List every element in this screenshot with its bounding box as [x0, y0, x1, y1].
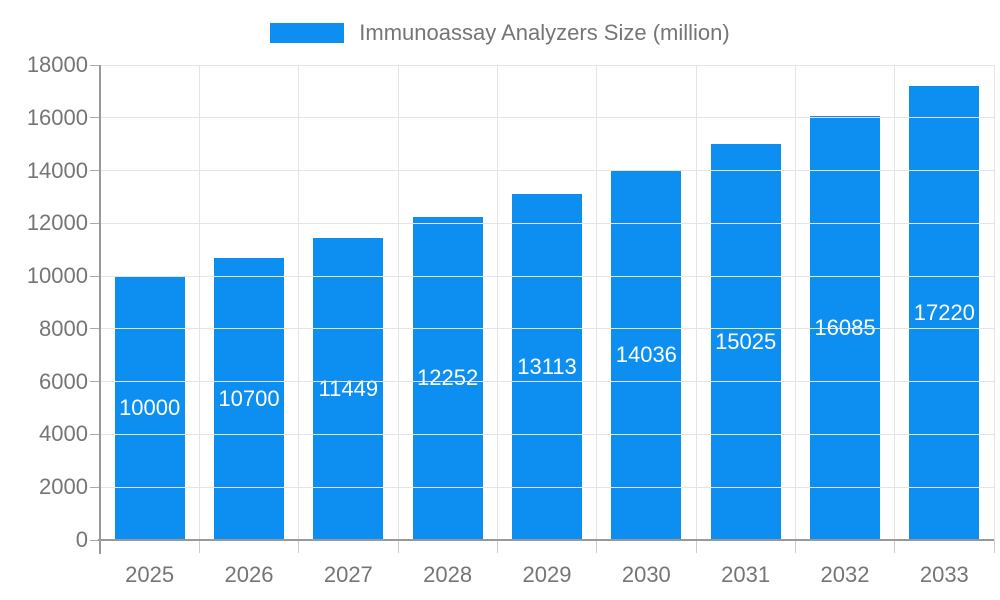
legend-item[interactable]: Immunoassay Analyzers Size (million) — [0, 20, 1000, 46]
x-axis-tick — [198, 540, 200, 553]
y-axis-tick — [90, 64, 100, 66]
gridline-vertical — [993, 65, 995, 540]
x-tick-label: 2025 — [125, 562, 175, 587]
bar-2031[interactable]: 15025 — [710, 143, 781, 540]
x-tick-label: 2029 — [522, 562, 572, 587]
bar-value-label: 14036 — [615, 341, 677, 367]
gridline-horizontal — [100, 222, 994, 224]
plot-area: 10000 10700 11449 12252 13113 14036 15025 16085… — [100, 65, 994, 540]
x-tick-label: 2028 — [423, 562, 473, 587]
y-axis-tick — [90, 328, 100, 330]
y-axis-line — [99, 65, 101, 554]
gridline-horizontal — [100, 381, 994, 383]
gridline-vertical — [397, 65, 399, 540]
y-tick-label: 16000 — [26, 104, 88, 130]
bar-value-label: 10000 — [119, 395, 181, 421]
bar-2026[interactable]: 10700 — [214, 257, 284, 540]
gridline-horizontal — [100, 486, 994, 488]
gridline-vertical — [695, 65, 697, 540]
gridline-vertical — [596, 65, 598, 540]
gridline-vertical — [496, 65, 498, 540]
gridline-horizontal — [100, 328, 994, 330]
x-axis-tick — [397, 540, 399, 553]
gridline-vertical — [198, 65, 200, 540]
gridline-horizontal — [100, 275, 994, 277]
bar-value-label: 17220 — [913, 299, 975, 325]
bar-value-label: 11449 — [318, 375, 379, 401]
y-tick-label: 0 — [75, 527, 88, 552]
bar-value-label: 10700 — [218, 385, 280, 411]
y-axis-tick — [90, 381, 100, 383]
bar-value-label: 12252 — [417, 365, 479, 391]
gridline-vertical — [298, 65, 300, 540]
x-axis-tick — [794, 540, 796, 553]
bar-2027[interactable]: 11449 — [313, 237, 384, 540]
y-tick-label: 2000 — [39, 474, 88, 500]
bar-2030[interactable]: 14036 — [611, 169, 682, 540]
x-axis-tick — [695, 540, 697, 553]
bar-value-label: 16085 — [814, 314, 876, 340]
y-axis-tick — [90, 117, 100, 119]
bar-2029[interactable]: 13113 — [512, 193, 582, 540]
x-axis-tick — [496, 540, 498, 553]
y-tick-label: 14000 — [26, 157, 88, 183]
x-axis-tick — [993, 540, 995, 553]
bar-2032[interactable]: 16085 — [810, 115, 880, 540]
x-tick-label: 2032 — [820, 562, 870, 587]
bar-2033[interactable]: 17220 — [909, 85, 980, 540]
gridline-horizontal — [100, 117, 994, 119]
y-tick-label: 8000 — [39, 315, 88, 341]
bar-2028[interactable]: 12252 — [412, 216, 483, 540]
y-tick-label: 18000 — [26, 52, 88, 77]
x-tick-label: 2030 — [621, 562, 671, 587]
x-tick-label: 2031 — [721, 562, 771, 587]
x-tick-label: 2033 — [919, 562, 969, 587]
y-axis-tick — [90, 275, 100, 277]
y-axis-tick — [90, 222, 100, 224]
y-axis-tick — [90, 539, 100, 541]
y-axis-tick — [90, 170, 100, 172]
gridline-vertical — [794, 65, 796, 540]
y-axis-tick — [90, 486, 100, 488]
gridline-vertical — [894, 65, 896, 540]
gridline-horizontal — [100, 433, 994, 435]
bar-value-label: 15025 — [715, 328, 777, 354]
legend-label: Immunoassay Analyzers Size (million) — [359, 20, 730, 45]
x-axis-tick — [298, 540, 300, 553]
y-tick-label: 4000 — [39, 421, 88, 447]
y-axis-tick — [90, 433, 100, 435]
bar-2025[interactable]: 10000 — [114, 276, 185, 540]
x-tick-label: 2026 — [224, 562, 274, 587]
gridline-horizontal — [100, 170, 994, 172]
y-tick-label: 6000 — [39, 368, 88, 394]
legend-swatch — [270, 23, 345, 43]
y-tick-label: 10000 — [26, 263, 88, 289]
x-axis-tick — [894, 540, 896, 553]
y-tick-label: 12000 — [26, 210, 88, 236]
x-axis-line — [98, 539, 994, 541]
x-tick-label: 2027 — [323, 562, 373, 587]
x-axis-tick — [596, 540, 598, 553]
gridline-horizontal — [100, 64, 994, 66]
bar-value-label: 13113 — [517, 353, 577, 379]
